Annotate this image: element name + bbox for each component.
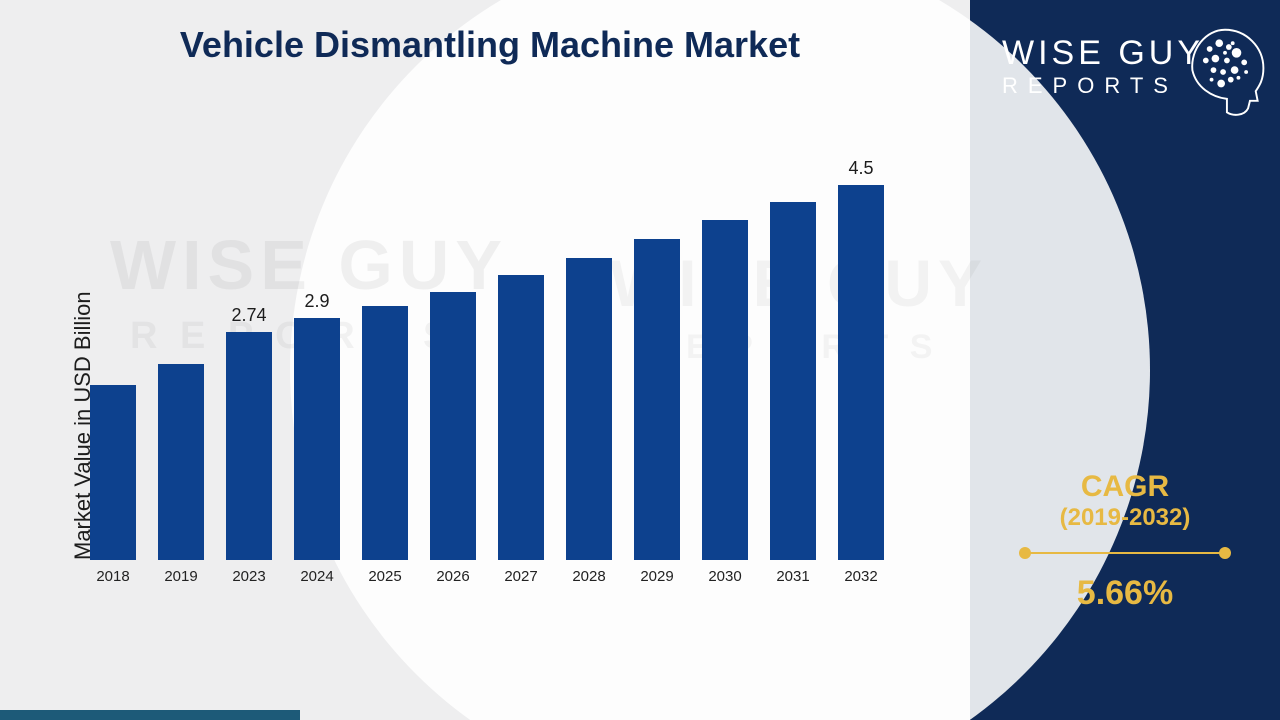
cagr-title: CAGR	[1000, 470, 1250, 504]
bar	[634, 239, 680, 560]
bar-value-label: 2.9	[304, 291, 329, 312]
logo-line2: REPORTS	[1002, 73, 1204, 99]
x-category-label: 2032	[844, 568, 877, 585]
x-category-label: 2026	[436, 568, 469, 585]
bar	[702, 220, 748, 560]
x-category-label: 2031	[776, 568, 809, 585]
cagr-divider	[1025, 546, 1225, 560]
x-category-label: 2018	[96, 568, 129, 585]
x-category-label: 2029	[640, 568, 673, 585]
brand-logo: WISE GUY REPORTS	[1002, 34, 1204, 99]
x-category-label: 2024	[300, 568, 333, 585]
cagr-value: 5.66%	[1000, 574, 1250, 613]
logo-head-icon	[1177, 24, 1273, 120]
bar	[226, 332, 272, 560]
bar	[770, 202, 816, 560]
x-category-label: 2025	[368, 568, 401, 585]
footer-accent-bar	[0, 710, 300, 720]
bar-plot-area: 201820192.7420232.9202420252026202720282…	[90, 160, 890, 560]
bar-value-label: 2.74	[231, 305, 266, 326]
x-category-label: 2028	[572, 568, 605, 585]
cagr-divider-track	[1025, 552, 1225, 554]
bar	[362, 306, 408, 560]
bar	[838, 185, 884, 560]
bar-value-label: 4.5	[848, 158, 873, 179]
bar	[158, 364, 204, 560]
bar	[90, 385, 136, 560]
logo-line1: WISE GUY	[1002, 34, 1204, 73]
cagr-divider-dot-right	[1219, 547, 1231, 559]
bar	[294, 318, 340, 560]
x-category-label: 2027	[504, 568, 537, 585]
x-category-label: 2023	[232, 568, 265, 585]
cagr-divider-dot-left	[1019, 547, 1031, 559]
bar	[430, 292, 476, 560]
market-chart-canvas: WISE GUYR E P O R T SWISE GUYR E P O R T…	[0, 0, 1280, 720]
bar	[498, 275, 544, 560]
cagr-block: CAGR (2019-2032) 5.66%	[1000, 470, 1250, 613]
x-category-label: 2030	[708, 568, 741, 585]
chart-title: Vehicle Dismantling Machine Market	[110, 24, 870, 66]
x-category-label: 2019	[164, 568, 197, 585]
cagr-range: (2019-2032)	[1000, 504, 1250, 532]
bar	[566, 258, 612, 560]
